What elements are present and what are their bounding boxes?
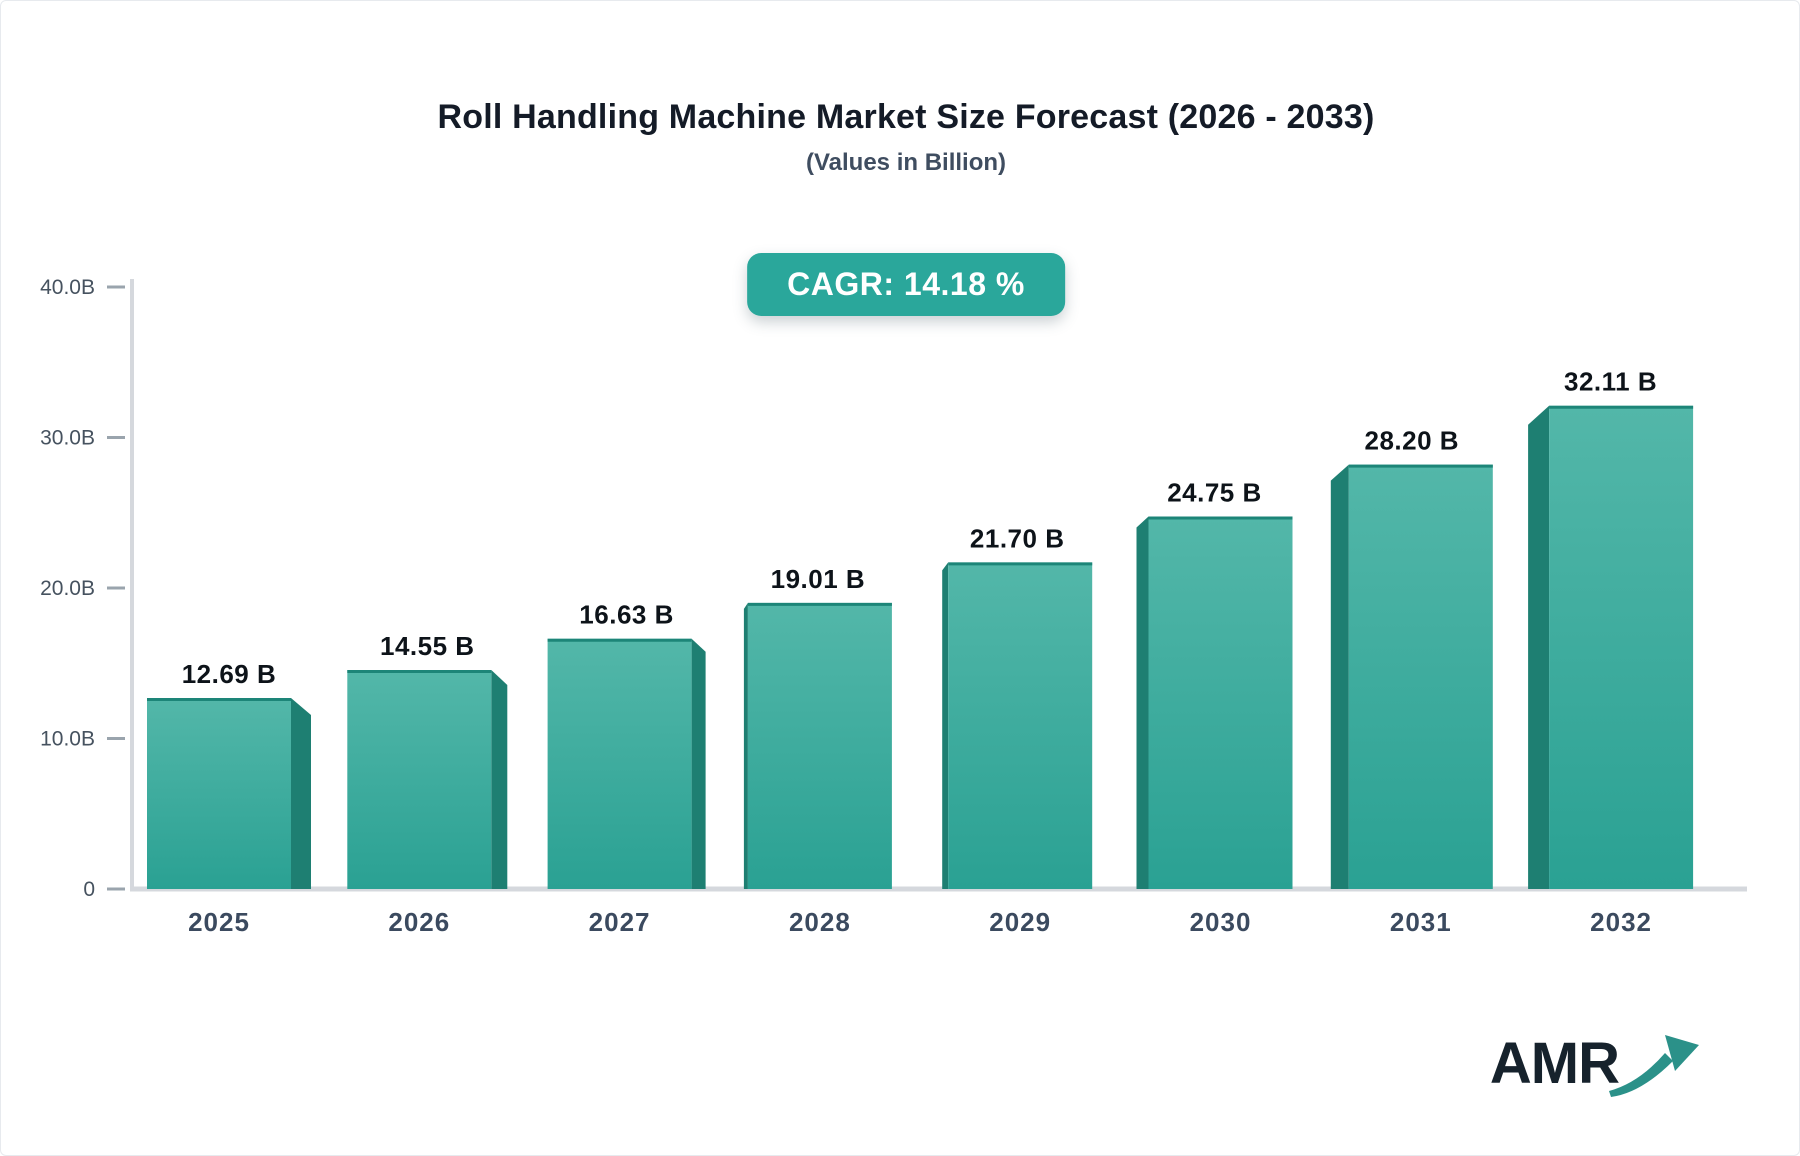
- x-category-label: 2030: [1190, 907, 1252, 937]
- bar-front-face: [547, 638, 692, 889]
- x-category-label: 2029: [989, 907, 1051, 937]
- cagr-badge: CAGR: 14.18 %: [747, 253, 1065, 316]
- bar-front-face: [948, 562, 1093, 889]
- bar-side-face: [942, 562, 949, 889]
- logo-text: AMR: [1489, 1031, 1620, 1096]
- bar-value-label: 28.20 B: [1365, 426, 1460, 456]
- bar-value-label: 14.55 B: [380, 631, 475, 661]
- x-category-label: 2026: [388, 907, 450, 937]
- bar-value-label: 12.69 B: [182, 659, 277, 689]
- y-tick-label: 30.0B: [40, 427, 95, 450]
- bar-2026: 14.55 B 2026: [347, 631, 508, 937]
- y-tick-label: 0: [83, 878, 95, 901]
- bar-side-face: [1330, 464, 1349, 889]
- y-tick-label: 10.0B: [40, 728, 95, 751]
- x-category-label: 2028: [789, 907, 851, 937]
- chart-subtitle: (Values in Billion): [805, 149, 1007, 176]
- bar-front-face: [147, 698, 291, 889]
- bar-2032: 32.11 B 2032: [1528, 367, 1694, 937]
- bar-side-face: [1136, 516, 1149, 889]
- bar-2031: 28.20 B 2031: [1330, 426, 1493, 937]
- bar-front-face: [1549, 405, 1694, 889]
- bar-side-face: [743, 602, 748, 889]
- x-category-label: 2032: [1590, 907, 1652, 937]
- bar-side-face: [1528, 405, 1550, 889]
- bar-2025: 12.69 B 2025: [147, 659, 311, 937]
- bar-2029: 21.70 B 2029: [942, 523, 1093, 937]
- y-tick-label: 40.0B: [40, 276, 95, 299]
- bar-value-label: 16.63 B: [579, 600, 674, 630]
- page-title: Roll Handling Machine Market Size Foreca…: [437, 98, 1375, 136]
- x-category-label: 2031: [1390, 907, 1452, 937]
- bar-front-face: [1348, 464, 1493, 889]
- x-category-label: 2025: [188, 907, 250, 937]
- bar-front-face: [747, 602, 892, 889]
- bar-front-face: [1148, 516, 1293, 889]
- bar-side-face: [691, 638, 706, 889]
- bar-side-face: [491, 670, 508, 889]
- bar-value-label: 32.11 B: [1564, 367, 1657, 397]
- amr-logo: AMR: [1490, 1035, 1703, 1103]
- bar-front-face: [347, 670, 492, 889]
- bar-side-face: [291, 698, 311, 889]
- bar-value-label: 21.70 B: [970, 523, 1065, 553]
- bar-value-label: 24.75 B: [1167, 478, 1262, 508]
- y-tick-label: 20.0B: [40, 577, 95, 600]
- bar-2030: 24.75 B 2030: [1136, 478, 1293, 937]
- trend-up-arrow-icon: [1609, 1035, 1699, 1097]
- bar-value-label: 19.01 B: [771, 564, 866, 594]
- bar-2027: 16.63 B 2027: [547, 600, 706, 937]
- x-category-label: 2027: [589, 907, 651, 937]
- bar-2028: 19.01 B 2028: [743, 564, 892, 937]
